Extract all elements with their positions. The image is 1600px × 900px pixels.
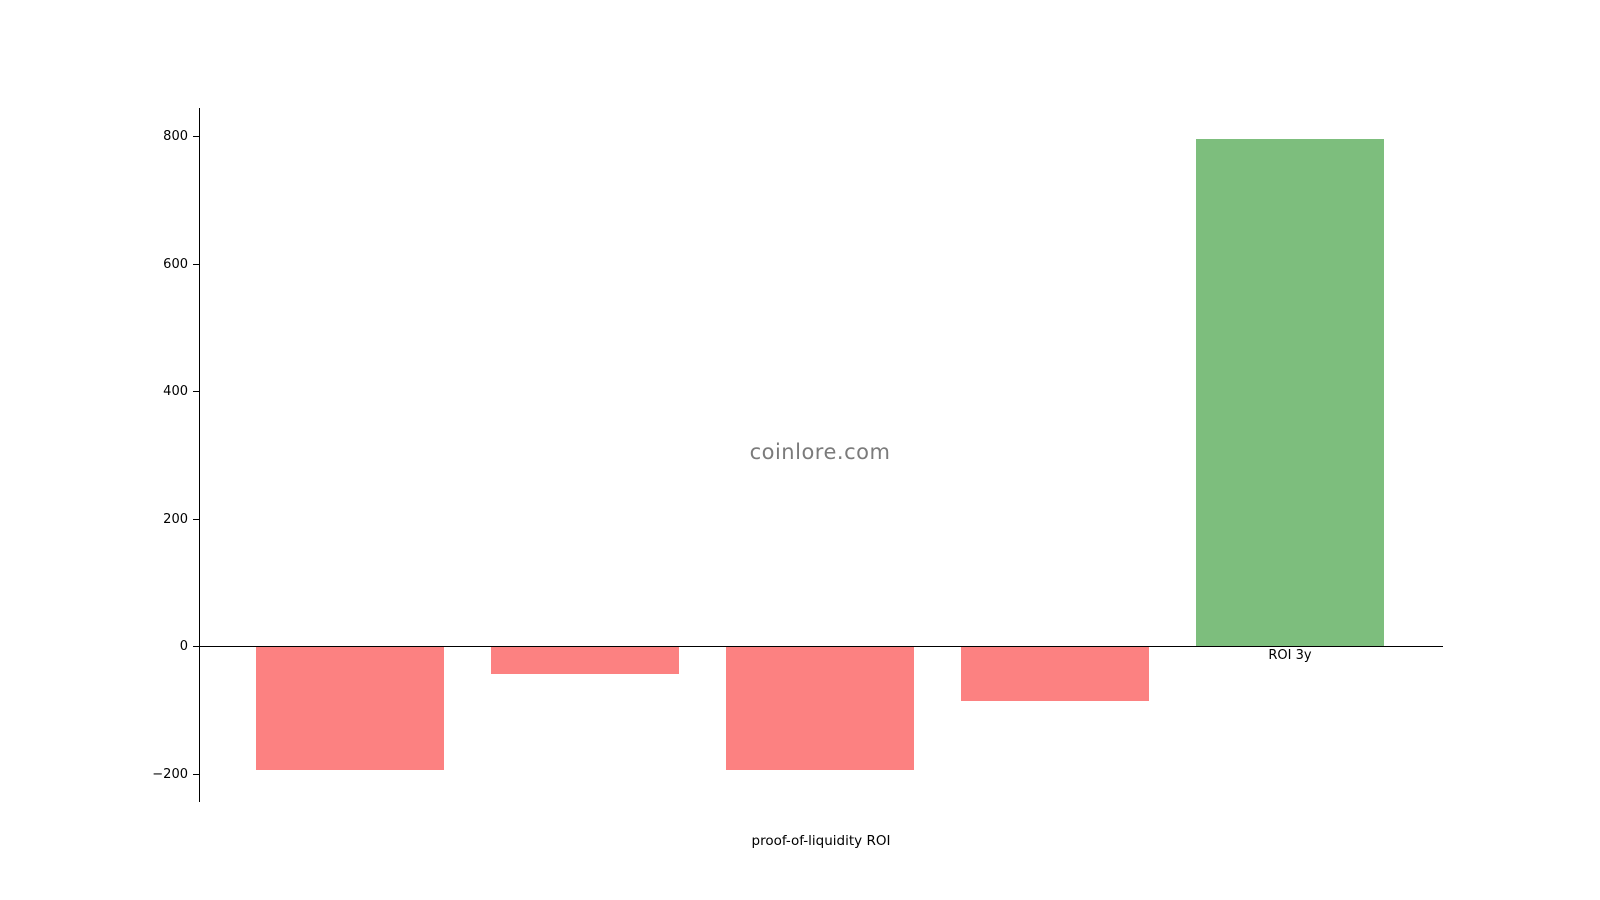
y-tick-label: 200 (163, 512, 188, 527)
y-tick-label: −200 (152, 767, 188, 782)
x-axis-title: proof-of-liquidity ROI (751, 833, 891, 849)
bar-segment-1 (491, 647, 679, 674)
y-tick-label: 600 (163, 257, 188, 272)
x-tick-label: ROI 3y (1268, 648, 1312, 663)
bar-segment-2 (726, 647, 914, 770)
y-tick-label: 800 (163, 129, 188, 144)
y-tick-mark (193, 646, 199, 647)
bar-segment-3 (961, 647, 1149, 701)
y-axis-line (199, 108, 200, 802)
x-axis-zero-line (199, 646, 1443, 647)
y-tick-mark (193, 519, 199, 520)
y-tick-label: 0 (179, 639, 188, 654)
y-tick-mark (193, 774, 199, 775)
y-tick-mark (193, 391, 199, 392)
y-tick-mark (193, 136, 199, 137)
bar-roi-3y (1196, 139, 1384, 646)
watermark: coinlore.com (749, 440, 891, 464)
bar-segment-0 (256, 647, 444, 770)
y-tick-mark (193, 264, 199, 265)
y-tick-label: 400 (163, 384, 188, 399)
